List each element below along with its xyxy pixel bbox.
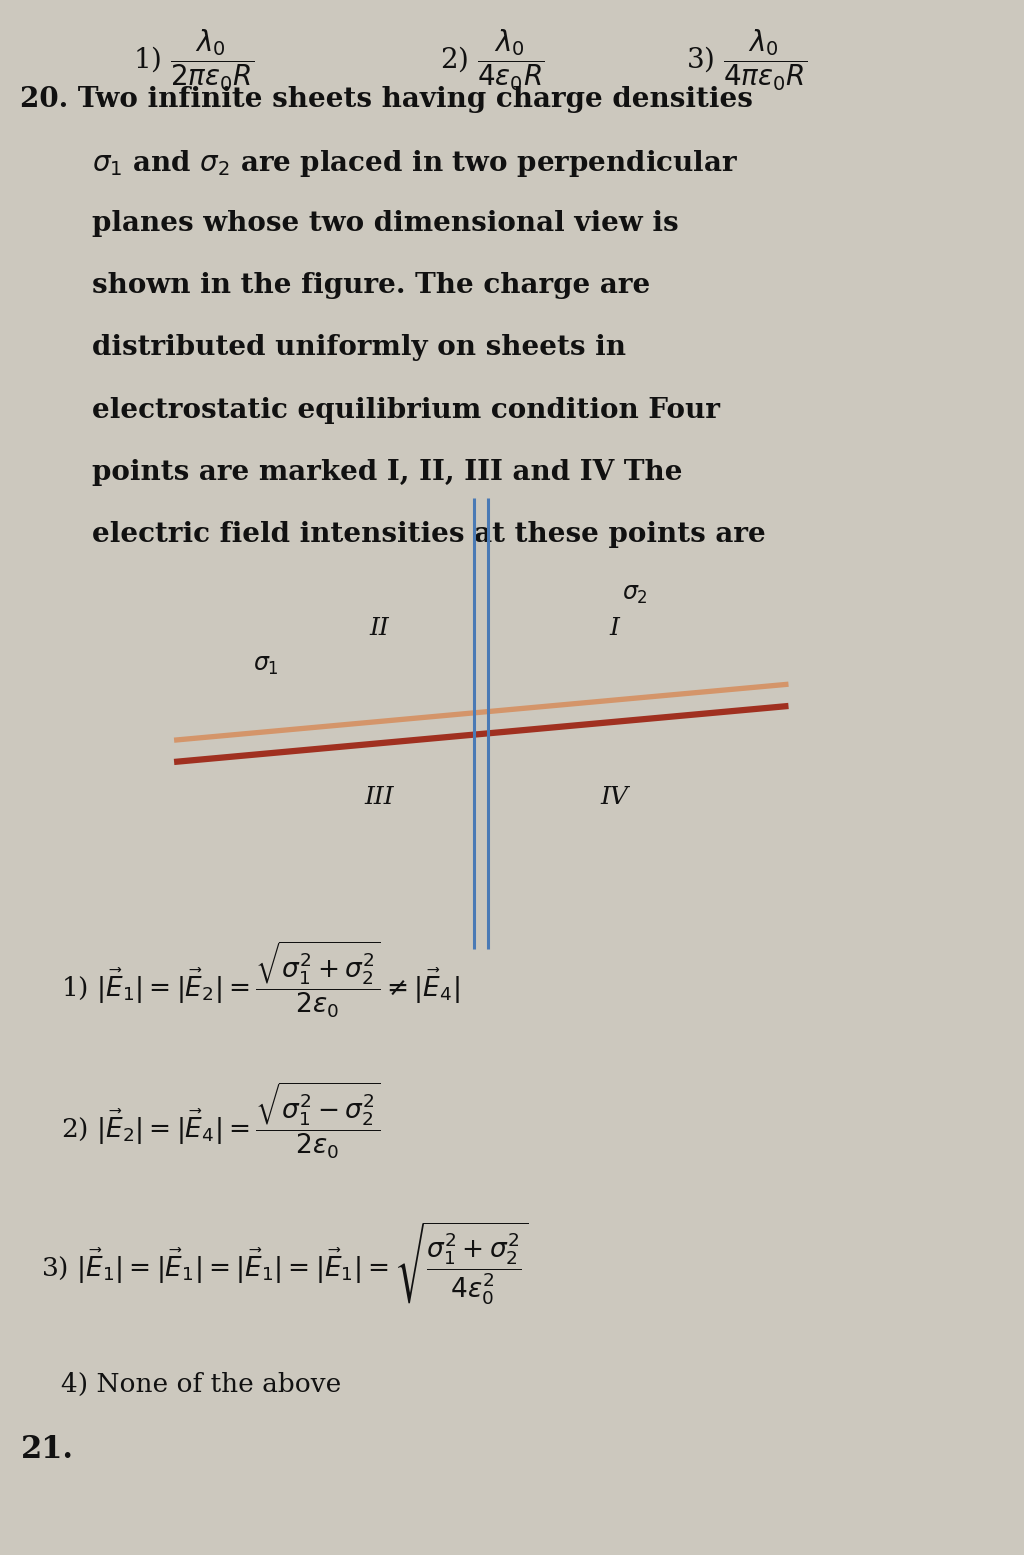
Text: 4) None of the above: 4) None of the above xyxy=(61,1372,342,1396)
Text: $\sigma_1$ and $\sigma_2$ are placed in two perpendicular: $\sigma_1$ and $\sigma_2$ are placed in … xyxy=(92,148,738,179)
Text: I: I xyxy=(609,617,620,639)
Text: II: II xyxy=(369,617,389,639)
Text: 21.: 21. xyxy=(20,1434,74,1465)
Text: $\sigma_2$: $\sigma_2$ xyxy=(622,583,648,605)
Text: 20. Two infinite sheets having charge densities: 20. Two infinite sheets having charge de… xyxy=(20,86,754,112)
Text: 3) $\dfrac{\lambda_0}{4\pi\varepsilon_0 R}$: 3) $\dfrac{\lambda_0}{4\pi\varepsilon_0 … xyxy=(686,28,807,93)
Text: 1) $\dfrac{\lambda_0}{2\pi\varepsilon_0 R}$: 1) $\dfrac{\lambda_0}{2\pi\varepsilon_0 … xyxy=(133,28,254,93)
Text: electric field intensities at these points are: electric field intensities at these poin… xyxy=(92,521,766,547)
Text: points are marked I, II, III and IV The: points are marked I, II, III and IV The xyxy=(92,459,683,485)
Text: $\sigma_1$: $\sigma_1$ xyxy=(253,655,280,676)
Text: III: III xyxy=(365,787,393,809)
Text: electrostatic equilibrium condition Four: electrostatic equilibrium condition Four xyxy=(92,397,720,423)
Text: IV: IV xyxy=(600,787,629,809)
Text: distributed uniformly on sheets in: distributed uniformly on sheets in xyxy=(92,334,626,361)
Text: shown in the figure. The charge are: shown in the figure. The charge are xyxy=(92,272,650,299)
Text: 3) $|\vec{E}_1| = |\vec{E}_1| = |\vec{E}_1| = |\vec{E}_1| = \sqrt{\dfrac{\sigma_: 3) $|\vec{E}_1| = |\vec{E}_1| = |\vec{E}… xyxy=(41,1221,528,1308)
Text: 1) $|\vec{E}_1| = |\vec{E}_2| = \dfrac{\sqrt{\sigma_1^2 + \sigma_2^2}}{2\varepsi: 1) $|\vec{E}_1| = |\vec{E}_2| = \dfrac{\… xyxy=(61,939,461,1020)
Text: 2) $\dfrac{\lambda_0}{4\varepsilon_0 R}$: 2) $\dfrac{\lambda_0}{4\varepsilon_0 R}$ xyxy=(440,28,545,93)
Text: planes whose two dimensional view is: planes whose two dimensional view is xyxy=(92,210,679,236)
Text: 2) $|\vec{E}_2| = |\vec{E}_4| = \dfrac{\sqrt{\sigma_1^2 - \sigma_2^2}}{2\varepsi: 2) $|\vec{E}_2| = |\vec{E}_4| = \dfrac{\… xyxy=(61,1081,381,1162)
